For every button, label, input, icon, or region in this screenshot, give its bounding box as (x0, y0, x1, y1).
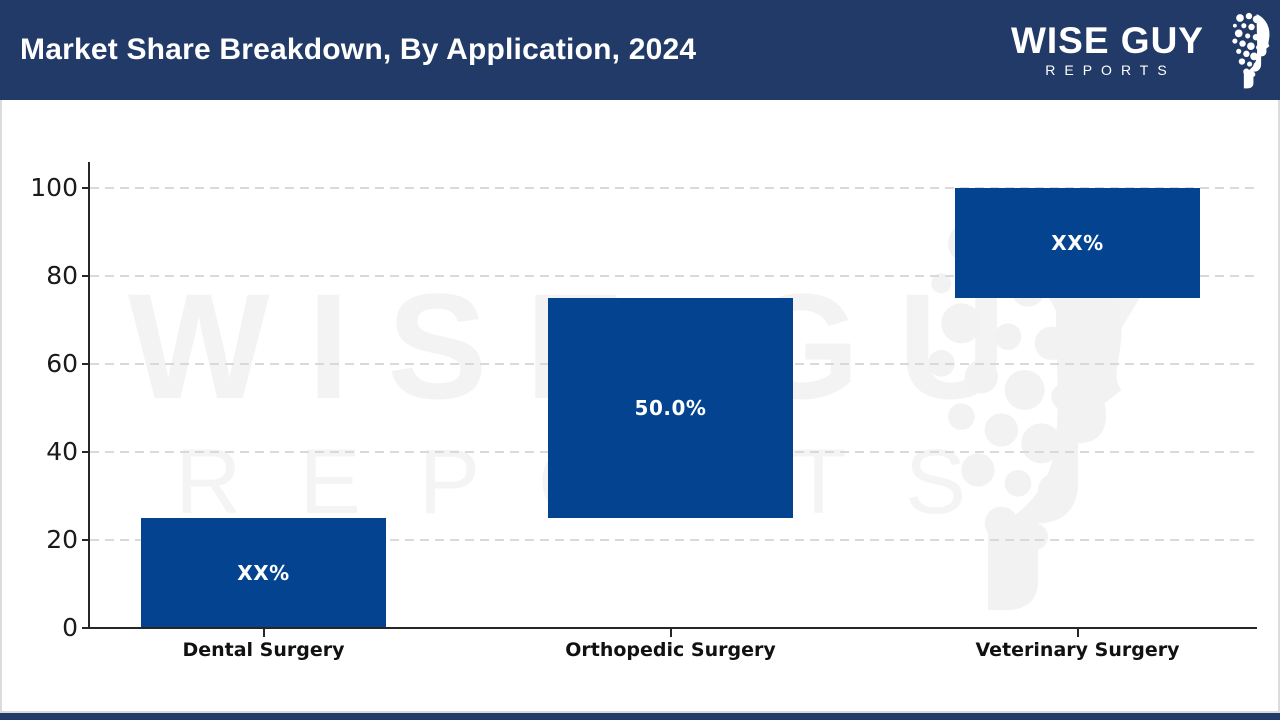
y-axis-tick-label: 60 (46, 349, 78, 378)
y-axis-tick-mark (82, 275, 89, 277)
y-axis-tick-label: 0 (62, 613, 78, 642)
gridline (90, 539, 1256, 541)
page-title: Market Share Breakdown, By Application, … (20, 33, 697, 66)
bar-value-label: XX% (1051, 231, 1104, 255)
y-axis-tick-label: 80 (46, 261, 78, 290)
y-axis-tick-label: 100 (30, 173, 78, 202)
page-left-border (0, 100, 2, 720)
y-axis-tick-mark (82, 363, 89, 365)
x-axis-tick-mark (1076, 629, 1079, 637)
y-axis-tick-label: 20 (46, 525, 78, 554)
gridline (90, 187, 1256, 189)
y-axis-tick-mark (82, 187, 89, 189)
y-axis-tick-label: 40 (46, 437, 78, 466)
bar-value-label: 50.0% (634, 396, 707, 420)
x-axis-spine (88, 627, 1257, 629)
x-axis-tick-mark (262, 629, 265, 637)
y-axis-tick-mark (82, 451, 89, 453)
page-right-border (1278, 100, 1280, 720)
bar: XX% (955, 188, 1200, 298)
wiseguy-head-logo-icon (1232, 12, 1270, 89)
x-axis-category-label: Orthopedic Surgery (565, 639, 776, 661)
bar: 50.0% (548, 298, 793, 518)
wiseguy-logo: WISE GUY REPORTS (1011, 6, 1272, 94)
bar-value-label: XX% (237, 561, 290, 585)
x-axis-tick-mark (669, 629, 672, 637)
y-axis-spine (88, 162, 90, 629)
y-axis-tick-mark (82, 539, 89, 541)
wiseguy-logo-line1: WISE GUY (1010, 19, 1204, 61)
wiseguy-logo-text: WISE GUY REPORTS (1010, 19, 1204, 79)
x-axis-category-label: Dental Surgery (182, 639, 345, 661)
y-axis-tick-mark (82, 627, 89, 629)
gridline (90, 275, 1256, 277)
wiseguy-logo-line2: REPORTS (1045, 62, 1176, 79)
bottom-hairline (0, 711, 1280, 713)
footer-band (0, 713, 1280, 720)
bar: XX% (141, 518, 386, 628)
header-band: Market Share Breakdown, By Application, … (0, 0, 1280, 100)
x-axis-category-label: Veterinary Surgery (975, 639, 1180, 661)
